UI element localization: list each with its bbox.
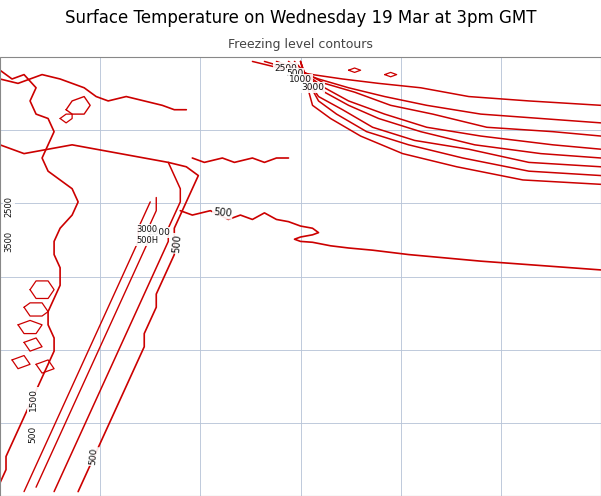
- Text: 3000: 3000: [301, 83, 324, 92]
- Text: 2000: 2000: [148, 228, 171, 237]
- Text: 500: 500: [213, 207, 232, 219]
- Text: 2500: 2500: [274, 63, 297, 72]
- Text: Surface Temperature on Wednesday 19 Mar at 3pm GMT: Surface Temperature on Wednesday 19 Mar …: [65, 9, 536, 27]
- Text: 500: 500: [88, 447, 99, 465]
- Text: 1500: 1500: [29, 388, 37, 411]
- Text: 500: 500: [286, 69, 303, 78]
- Text: 3500: 3500: [5, 231, 13, 252]
- Text: 3000
500H: 3000 500H: [136, 225, 158, 245]
- Text: 2500: 2500: [5, 196, 13, 217]
- Text: Freezing level contours: Freezing level contours: [228, 38, 373, 51]
- Text: 1000: 1000: [289, 75, 312, 84]
- Text: 500: 500: [171, 234, 183, 253]
- Text: 500: 500: [29, 426, 37, 443]
